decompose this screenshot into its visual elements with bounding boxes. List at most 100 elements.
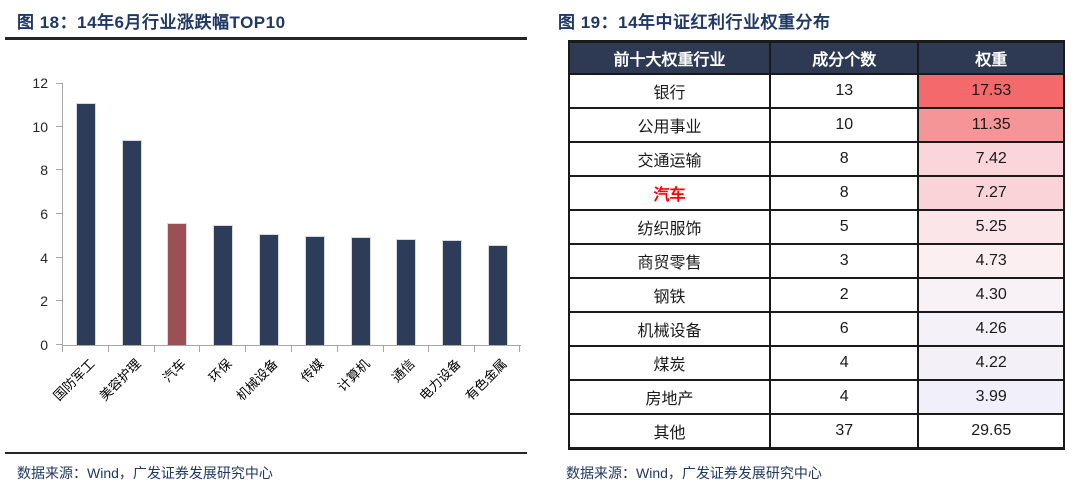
axis-tick (245, 346, 247, 352)
y-axis-ticks (56, 83, 62, 345)
table-header-count: 成分个数 (768, 40, 920, 75)
axis-tick (382, 346, 384, 352)
table-industry-cell: 交通运输 (568, 141, 771, 177)
table-industry-cell: 其他 (568, 413, 771, 450)
axis-tick (107, 346, 109, 352)
table-header-industry: 前十大权重行业 (568, 40, 771, 75)
table-industry-cell: 银行 (568, 73, 771, 109)
figure-19-panel: 图 19：14年中证红利行业权重分布 前十大权重行业 成分个数 权重 银行 13… (540, 0, 1080, 492)
table-row: 汽车 8 7.27 (568, 175, 1065, 211)
axis-tick (56, 300, 62, 302)
figure-18-source: 数据来源：Wind，广发证券发展研究中心 (17, 465, 273, 481)
table-weight-cell: 17.53 (917, 73, 1065, 109)
table-industry-cell: 汽车 (568, 175, 771, 211)
table-row: 公用事业 10 11.35 (568, 107, 1065, 143)
table-row: 银行 13 17.53 (568, 73, 1065, 109)
x-axis-category-label: 汽车 (160, 356, 190, 386)
axis-tick (153, 346, 155, 352)
bar (121, 139, 142, 345)
axis-tick (519, 346, 520, 352)
table-header-row: 前十大权重行业 成分个数 权重 (568, 40, 1065, 75)
axis-tick (56, 125, 62, 127)
y-axis-labels: 12 10 8 6 4 2 0 (0, 75, 56, 353)
bar (304, 235, 325, 345)
table-weight-cell: 11.35 (917, 107, 1065, 143)
x-axis-category-label: 美容护理 (96, 356, 144, 404)
x-axis-category-label: 机械设备 (233, 356, 281, 404)
table-weight-cell: 7.27 (917, 175, 1065, 211)
x-axis-category-label: 电力设备 (416, 356, 465, 404)
table-industry-cell: 商贸零售 (568, 243, 771, 279)
table-industry-cell: 煤炭 (568, 345, 771, 381)
table-count-cell: 13 (768, 73, 920, 109)
table-weight-cell: 5.25 (917, 209, 1065, 245)
bar-slot (155, 83, 201, 345)
table-count-cell: 8 (768, 175, 920, 211)
y-axis-tick-label: 12 (32, 75, 48, 91)
table-row: 交通运输 8 7.42 (568, 141, 1065, 177)
figure-18-bottom-rule (5, 452, 527, 454)
x-axis-ticks (62, 346, 520, 352)
bar-slot (246, 83, 292, 345)
bar (488, 244, 509, 345)
axis-tick (56, 344, 62, 345)
axis-tick (428, 346, 430, 352)
table-count-cell: 4 (768, 345, 920, 381)
table-header-weight: 权重 (917, 40, 1065, 75)
table-weight-cell: 4.30 (917, 277, 1065, 313)
bar-slot (63, 83, 109, 345)
table-count-cell: 6 (768, 311, 920, 347)
figure-18-panel: 图 18：14年6月行业涨跌幅TOP10 12 10 8 6 4 2 0 (0, 13, 527, 481)
y-axis-tick-label: 8 (40, 162, 48, 179)
table-row: 房地产 4 3.99 (568, 379, 1065, 415)
table-weight-cell: 4.73 (917, 243, 1065, 279)
table-weight-cell: 7.42 (917, 141, 1065, 177)
x-axis-category-label: 环保 (206, 356, 236, 386)
table-row: 钢铁 2 4.30 (568, 277, 1065, 313)
bar-slot (429, 83, 475, 345)
axis-tick (56, 213, 62, 214)
x-axis-category-label: 通信 (389, 356, 419, 386)
x-axis-category-label: 传媒 (297, 356, 327, 386)
axis-tick (56, 256, 62, 258)
table-count-cell: 10 (768, 107, 920, 143)
bar-slot (338, 83, 384, 345)
table-weight-cell: 3.99 (917, 379, 1065, 415)
table-count-cell: 37 (768, 413, 920, 450)
figure-18-top-rule (5, 37, 527, 40)
bar (167, 222, 188, 345)
x-axis-category-label: 有色金属 (462, 356, 510, 404)
x-axis-category-label: 计算机 (334, 356, 373, 395)
bar-slot (200, 83, 246, 345)
axis-tick (56, 169, 62, 171)
weight-table: 前十大权重行业 成分个数 权重 银行 13 17.53 公用事业 10 11.3… (568, 40, 1065, 450)
axis-tick (336, 346, 338, 352)
y-axis-tick-label: 2 (40, 293, 48, 310)
table-count-cell: 8 (768, 141, 920, 177)
axis-tick (291, 346, 292, 352)
y-axis-tick-label: 6 (40, 206, 48, 222)
table-industry-cell: 公用事业 (568, 107, 771, 143)
bar (213, 224, 234, 345)
table-row: 商贸零售 3 4.73 (568, 243, 1065, 279)
table-weight-cell: 4.22 (917, 345, 1065, 381)
table-row: 机械设备 6 4.26 (568, 311, 1065, 347)
table-industry-cell: 机械设备 (568, 311, 771, 347)
table-industry-cell: 钢铁 (568, 277, 771, 313)
bar (75, 102, 96, 345)
bar-slot (109, 83, 155, 345)
bar (350, 236, 371, 345)
figure-18-title: 图 18：14年6月行业涨跌幅TOP10 (17, 13, 286, 32)
bar (396, 239, 417, 345)
table-weight-cell: 29.65 (917, 413, 1065, 450)
figure-19-title: 图 19：14年中证红利行业权重分布 (558, 13, 831, 32)
bar-slot (475, 83, 521, 345)
axis-tick (474, 346, 476, 352)
table-industry-cell: 房地产 (568, 379, 771, 415)
table-row: 煤炭 4 4.22 (568, 345, 1065, 381)
bar (442, 240, 463, 345)
table-industry-cell: 纺织服饰 (568, 209, 771, 245)
table-count-cell: 5 (768, 209, 920, 245)
bar-slot (292, 83, 338, 345)
